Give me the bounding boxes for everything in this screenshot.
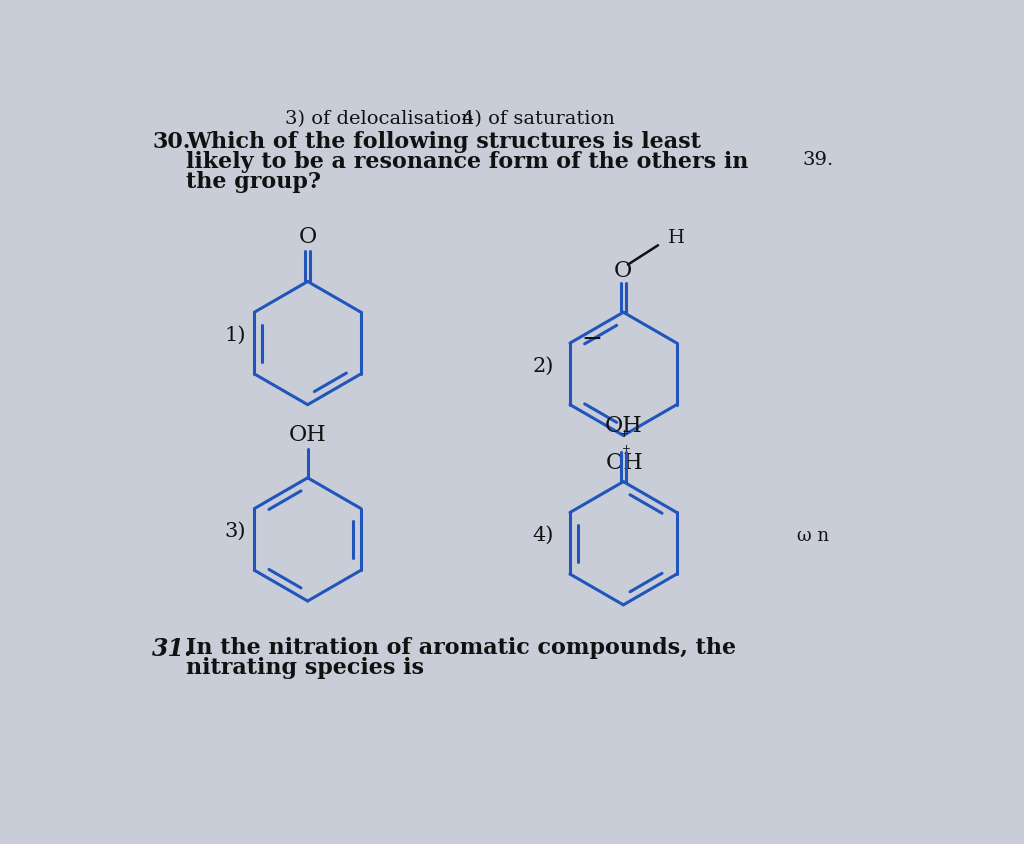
Text: $^+$: $^+$: [618, 445, 631, 460]
Text: $^+$: $^+$: [617, 430, 630, 445]
Text: 3): 3): [224, 522, 246, 541]
Text: −: −: [582, 327, 602, 351]
Text: OH: OH: [606, 452, 644, 474]
Text: In the nitration of aromatic compounds, the: In the nitration of aromatic compounds, …: [186, 637, 736, 659]
Text: OH: OH: [604, 415, 642, 437]
Text: 31.: 31.: [153, 637, 194, 661]
Text: 30.: 30.: [153, 132, 190, 154]
Text: 39.: 39.: [803, 151, 834, 170]
Text: 3) of delocalisation: 3) of delocalisation: [285, 111, 473, 128]
Text: the group?: the group?: [186, 171, 321, 193]
Text: Which of the following structures is least: Which of the following structures is lea…: [186, 132, 700, 154]
Text: 4) of saturation: 4) of saturation: [462, 111, 614, 128]
Text: O: O: [299, 226, 316, 248]
Text: 2): 2): [532, 357, 554, 376]
Text: 4): 4): [532, 526, 554, 545]
Text: O: O: [614, 260, 633, 282]
Text: OH: OH: [289, 424, 327, 446]
Text: 1): 1): [224, 326, 246, 345]
Text: H: H: [668, 229, 685, 246]
Text: nitrating species is: nitrating species is: [186, 657, 424, 679]
Text: likely to be a resonance form of the others in: likely to be a resonance form of the oth…: [186, 151, 749, 173]
Text: ω n: ω n: [797, 527, 828, 544]
